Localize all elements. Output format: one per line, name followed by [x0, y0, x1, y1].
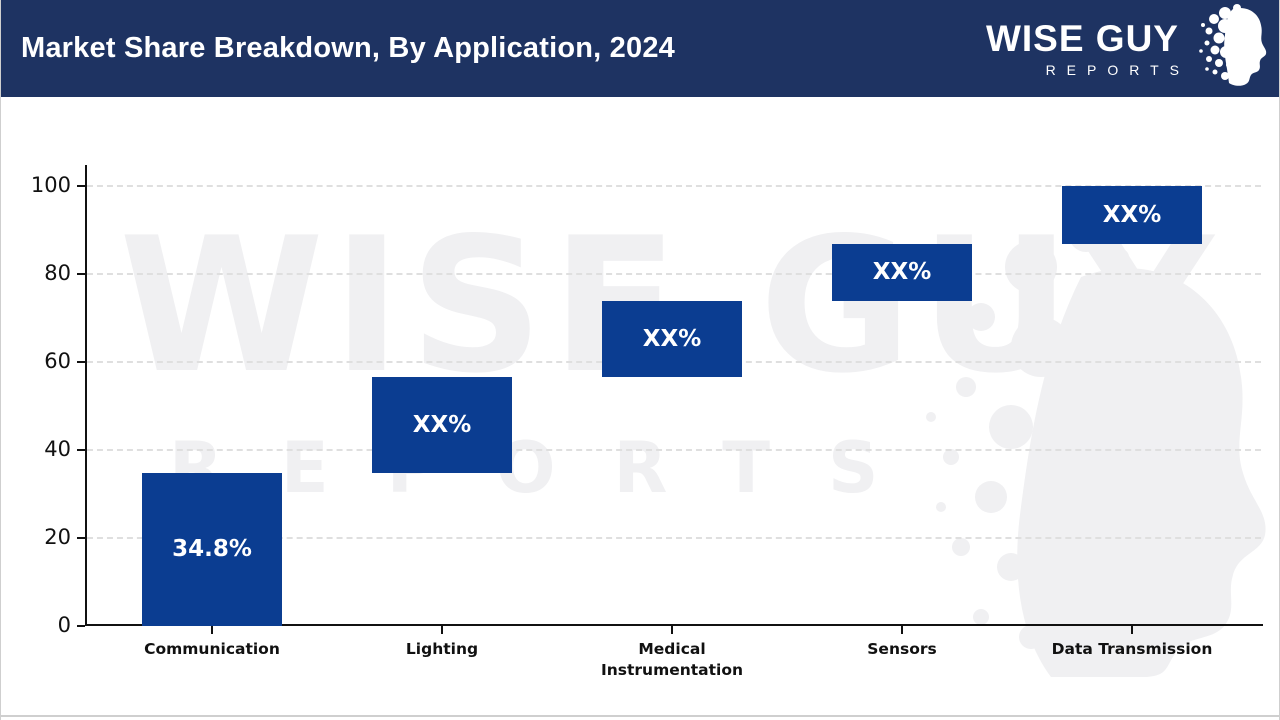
watermark-subtitle: REPORTS — [169, 427, 937, 509]
x-tick-mark — [671, 626, 673, 634]
bar-value-label: XX% — [642, 325, 702, 352]
wiseguy-head-icon — [1181, 3, 1267, 95]
y-tick-label: 0 — [57, 613, 71, 637]
x-tick-label: Sensors — [867, 640, 937, 658]
bar-value-label: XX% — [412, 411, 472, 438]
gridline — [87, 185, 1261, 187]
logo-wordmark: WISE GUY — [985, 17, 1179, 59]
chart-area: WISE GUY REPORTS — [1, 97, 1279, 717]
y-tick-label: 20 — [44, 525, 71, 549]
logo-subtitle: REPORTS — [1045, 61, 1190, 78]
gridline — [87, 449, 1261, 451]
bar-value-label: XX% — [872, 259, 932, 286]
y-tick-mark — [77, 537, 85, 539]
bar-value-label: XX% — [1102, 202, 1162, 229]
bar-segment: XX% — [372, 376, 512, 473]
y-tick-mark — [77, 273, 85, 275]
y-tick-mark — [77, 361, 85, 363]
y-tick-mark — [77, 185, 85, 187]
bar-segment: XX% — [602, 300, 742, 377]
bar-segment: 34.8% — [142, 472, 282, 626]
y-tick-mark — [77, 449, 85, 451]
gridline — [87, 537, 1261, 539]
wiseguy-logo: WISE GUY REPORTS — [986, 3, 1267, 95]
page-title: Market Share Breakdown, By Application, … — [21, 32, 675, 64]
y-tick-label: 80 — [44, 261, 71, 285]
x-axis-line — [85, 624, 1263, 626]
x-tick-label: Communication — [144, 640, 280, 658]
x-tick-mark — [901, 626, 903, 634]
y-tick-label: 40 — [44, 437, 71, 461]
x-tick-mark — [1131, 626, 1133, 634]
x-tick-label: Medical Instrumentation — [600, 640, 744, 679]
x-tick-mark — [441, 626, 443, 634]
y-axis-line — [85, 165, 87, 626]
bar-segment: XX% — [1062, 186, 1202, 245]
x-tick-label: Lighting — [405, 640, 479, 658]
x-tick-mark — [211, 626, 213, 634]
bar-value-label: 34.8% — [172, 536, 252, 563]
wiseguy-logo-text: WISE GUY REPORTS — [986, 20, 1179, 78]
x-tick-label: Data Transmission — [1051, 640, 1213, 658]
gridline — [87, 273, 1261, 275]
header-bar: Market Share Breakdown, By Application, … — [1, 0, 1279, 97]
y-tick-mark — [77, 625, 85, 627]
y-tick-label: 100 — [30, 173, 71, 197]
y-tick-label: 60 — [44, 349, 71, 373]
bar-segment: XX% — [832, 244, 972, 301]
